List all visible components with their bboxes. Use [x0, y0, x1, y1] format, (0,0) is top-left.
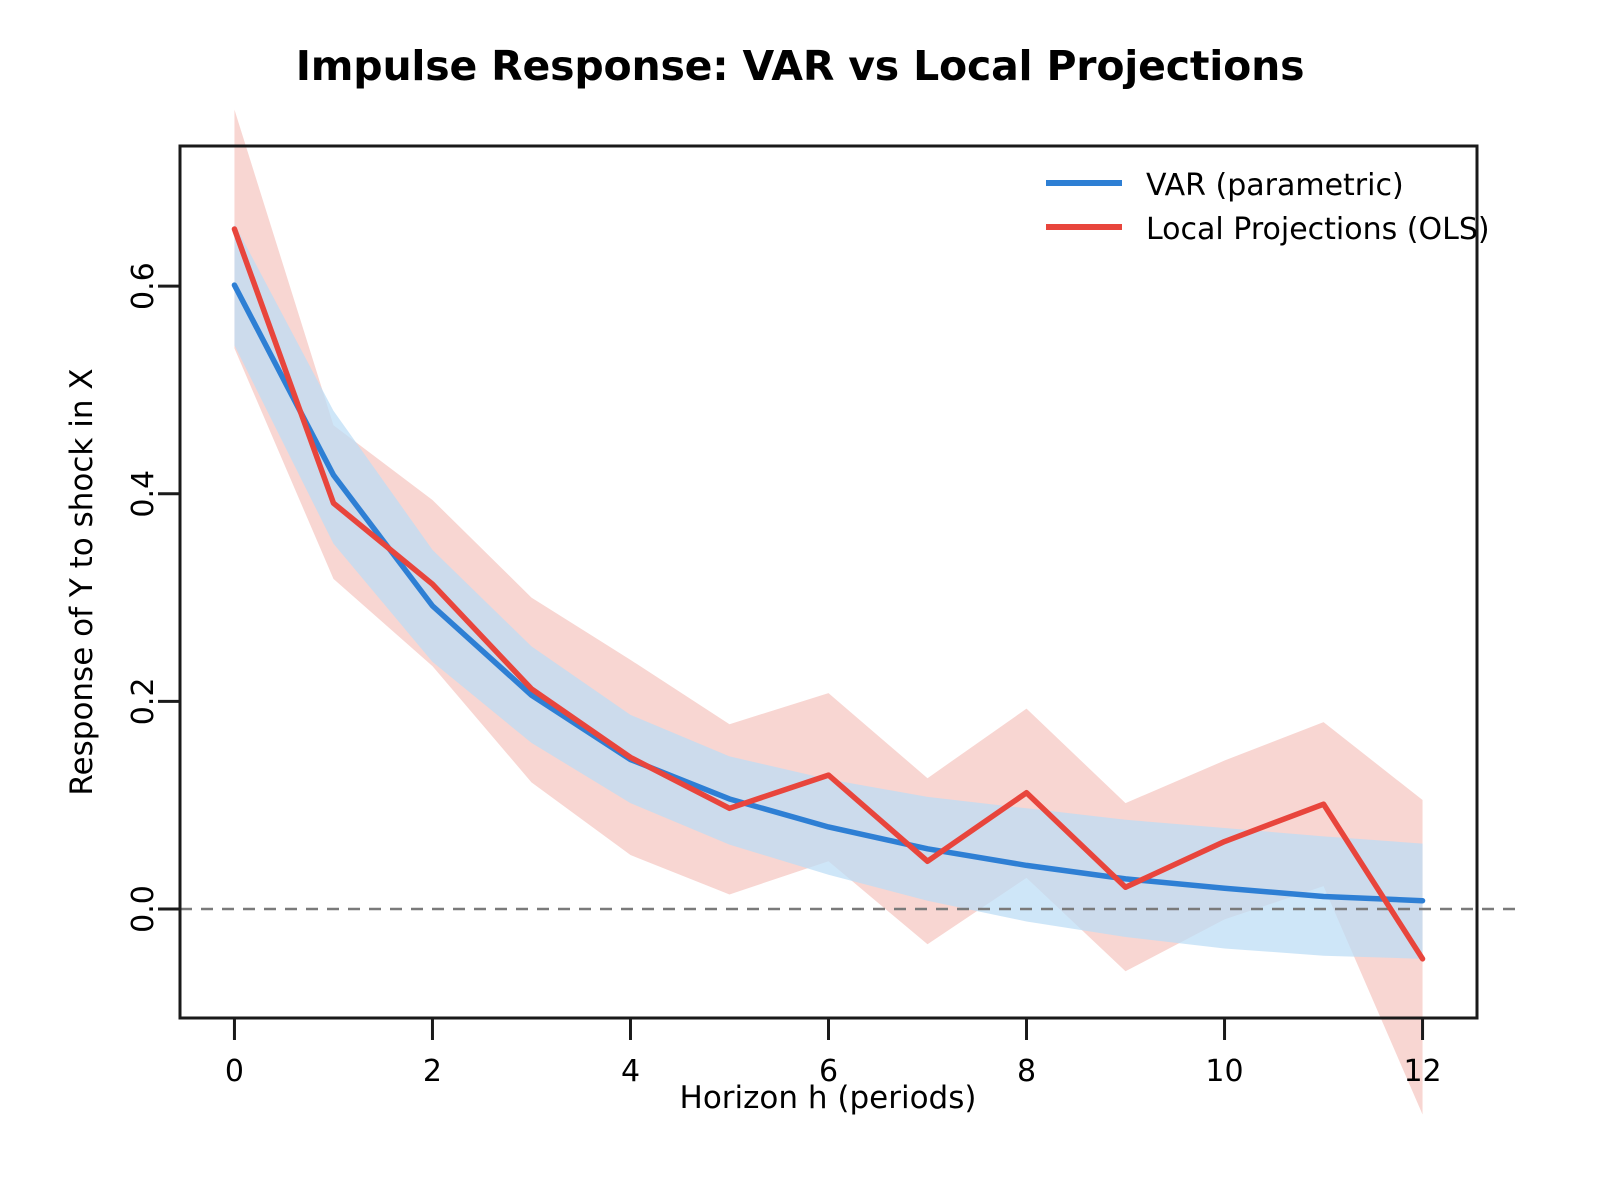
confidence-band-var [234, 223, 1423, 959]
y-axis-tick-labels: 0.0 0.2 0.4 0.6 [126, 262, 161, 933]
y-tick-label-0.4: 0.4 [126, 470, 161, 518]
y-tick-label-0.2: 0.2 [126, 678, 161, 726]
y-tick-label-0.6: 0.6 [126, 262, 161, 310]
x-tick-label-6: 6 [819, 1054, 838, 1089]
confidence-band-group [234, 109, 1423, 1115]
series-line-local-projections [231, 226, 1426, 962]
y-axis-ticks [158, 284, 180, 911]
x-axis-tick-labels: 0 2 4 6 8 10 12 [225, 1054, 1442, 1089]
page-title: Impulse Response: VAR vs Local Projectio… [295, 42, 1305, 90]
series-line-var [231, 282, 1426, 904]
legend-label-local-projections: Local Projections (OLS) [1146, 212, 1490, 247]
y-tick-label-0.0: 0.0 [126, 885, 161, 933]
x-axis-title: Horizon h (periods) [680, 1080, 977, 1116]
x-tick-label-12: 12 [1403, 1054, 1441, 1089]
legend-label-var: VAR (parametric) [1146, 168, 1404, 203]
x-tick-label-8: 8 [1017, 1054, 1036, 1089]
x-tick-label-10: 10 [1205, 1054, 1243, 1089]
x-tick-label-0: 0 [225, 1054, 244, 1089]
x-tick-label-2: 2 [423, 1054, 442, 1089]
x-axis-ticks [232, 1018, 1425, 1040]
y-axis-title: Response of Y to shock in X [64, 368, 100, 795]
chart-legend: VAR (parametric) Local Projections (OLS) [1046, 168, 1490, 247]
x-tick-label-4: 4 [621, 1054, 640, 1089]
series-line-group [231, 226, 1426, 962]
